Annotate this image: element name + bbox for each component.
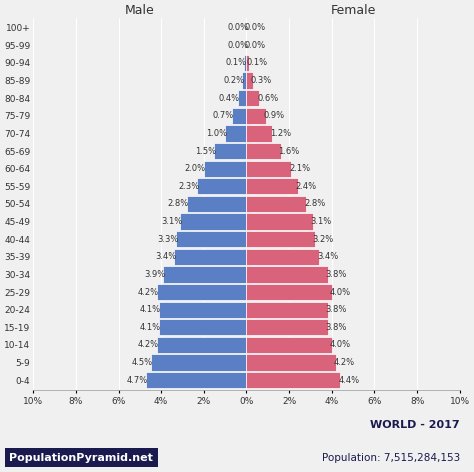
Text: 4.7%: 4.7%	[127, 376, 148, 385]
Bar	[176, 231, 246, 247]
Text: 3.4%: 3.4%	[317, 253, 338, 261]
Text: Population: 7,515,284,153: Population: 7,515,284,153	[321, 453, 460, 463]
Bar	[164, 266, 246, 283]
Text: Female: Female	[330, 4, 376, 17]
Text: 1.2%: 1.2%	[270, 129, 291, 138]
Bar	[246, 231, 315, 247]
Text: 0.3%: 0.3%	[251, 76, 272, 85]
Bar	[246, 266, 328, 283]
Bar	[146, 372, 246, 388]
Bar	[246, 354, 336, 371]
Text: 3.3%: 3.3%	[157, 235, 178, 244]
Text: 2.8%: 2.8%	[304, 200, 325, 209]
Bar	[204, 160, 246, 177]
Text: 4.0%: 4.0%	[329, 340, 351, 349]
Text: 3.8%: 3.8%	[325, 270, 347, 279]
Bar	[246, 302, 328, 318]
Bar	[246, 143, 281, 159]
Text: 3.8%: 3.8%	[325, 305, 347, 314]
Text: Male: Male	[125, 4, 155, 17]
Text: 2.4%: 2.4%	[295, 182, 317, 191]
Text: 0.0%: 0.0%	[245, 41, 265, 50]
Bar	[181, 213, 246, 230]
Text: 4.2%: 4.2%	[138, 287, 159, 296]
Bar	[198, 178, 246, 194]
Text: 1.0%: 1.0%	[206, 129, 228, 138]
Bar	[246, 249, 319, 265]
Bar	[225, 126, 246, 142]
Bar	[242, 73, 246, 89]
Bar	[157, 337, 246, 353]
Text: 4.2%: 4.2%	[138, 340, 159, 349]
Text: 0.7%: 0.7%	[212, 111, 234, 120]
Bar	[159, 319, 246, 336]
Text: 4.5%: 4.5%	[131, 358, 153, 367]
Bar	[246, 319, 328, 336]
Text: 2.8%: 2.8%	[168, 200, 189, 209]
Bar	[246, 284, 332, 300]
Bar	[187, 196, 246, 212]
Text: 4.1%: 4.1%	[140, 305, 161, 314]
Bar	[246, 90, 259, 106]
Bar	[246, 126, 272, 142]
Bar	[159, 302, 246, 318]
Text: 0.6%: 0.6%	[257, 94, 278, 103]
Bar	[246, 178, 298, 194]
Text: 1.6%: 1.6%	[279, 147, 300, 156]
Text: 0.1%: 0.1%	[225, 59, 246, 67]
Text: 3.4%: 3.4%	[155, 253, 176, 261]
Text: 4.1%: 4.1%	[140, 323, 161, 332]
Bar	[151, 354, 246, 371]
Bar	[245, 55, 246, 71]
Text: 2.3%: 2.3%	[178, 182, 200, 191]
Text: 0.2%: 0.2%	[223, 76, 245, 85]
Text: 0.1%: 0.1%	[246, 59, 268, 67]
Text: 4.4%: 4.4%	[338, 376, 359, 385]
Text: 0.0%: 0.0%	[245, 23, 265, 32]
Bar	[246, 73, 253, 89]
Bar	[246, 108, 266, 124]
Bar	[174, 249, 246, 265]
Text: WORLD - 2017: WORLD - 2017	[370, 420, 460, 430]
Text: 0.9%: 0.9%	[264, 111, 285, 120]
Text: PopulationPyramid.net: PopulationPyramid.net	[9, 453, 154, 463]
Text: 2.1%: 2.1%	[289, 164, 310, 173]
Text: 0.0%: 0.0%	[228, 41, 249, 50]
Bar	[215, 143, 246, 159]
Text: 3.8%: 3.8%	[325, 323, 347, 332]
Bar	[232, 108, 246, 124]
Bar	[238, 90, 246, 106]
Text: 3.1%: 3.1%	[310, 217, 332, 226]
Text: 0.0%: 0.0%	[228, 23, 249, 32]
Text: 0.4%: 0.4%	[219, 94, 240, 103]
Text: 4.0%: 4.0%	[329, 287, 351, 296]
Text: 3.2%: 3.2%	[312, 235, 334, 244]
Text: 1.5%: 1.5%	[195, 147, 217, 156]
Bar	[246, 372, 340, 388]
Bar	[246, 160, 292, 177]
Text: 3.1%: 3.1%	[161, 217, 182, 226]
Text: 3.9%: 3.9%	[144, 270, 165, 279]
Bar	[157, 284, 246, 300]
Text: 4.2%: 4.2%	[334, 358, 355, 367]
Text: 2.0%: 2.0%	[185, 164, 206, 173]
Bar	[246, 55, 249, 71]
Bar	[246, 337, 332, 353]
Bar	[246, 196, 306, 212]
Bar	[246, 213, 312, 230]
